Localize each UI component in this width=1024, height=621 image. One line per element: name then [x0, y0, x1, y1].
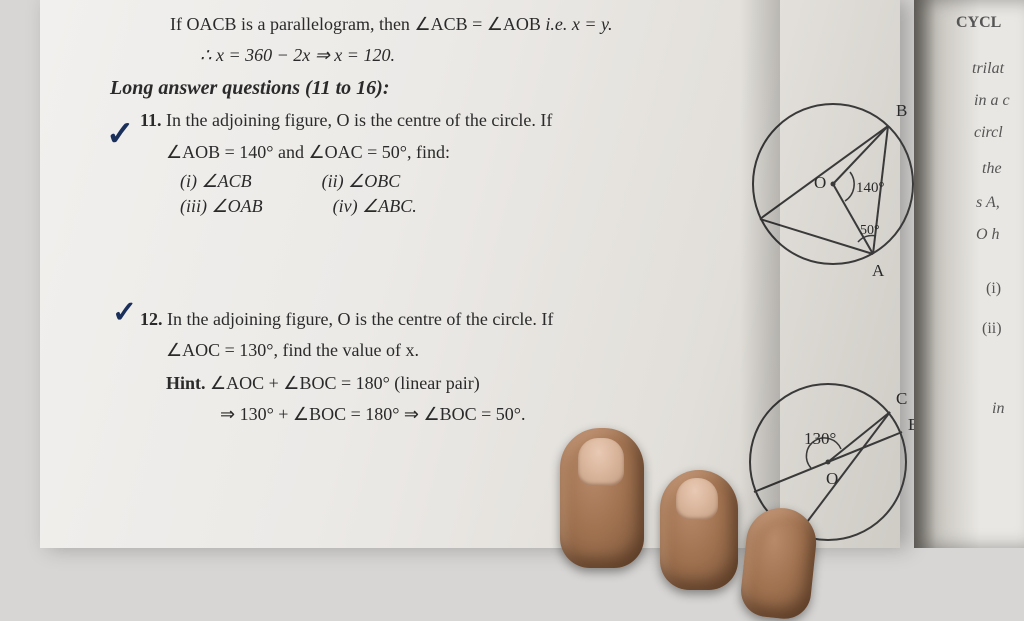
fig1-label-140: 140° [856, 180, 885, 196]
intro-text-1c: i.e. x = y. [545, 14, 612, 34]
intro-text-1b: ∠ACB = ∠AOB [414, 14, 540, 34]
fig2-label-C: C [896, 389, 907, 408]
q12-text-b: ∠AOC = 130°, find the value of x. [166, 340, 419, 360]
edge-text-8: (i) [986, 280, 1001, 298]
hint-label: Hint. [166, 373, 206, 393]
tick-icon-2: ✓ [112, 295, 137, 330]
q11-number: 11. [140, 110, 162, 130]
edge-text-5: the [982, 160, 1002, 178]
q11-opt-i: (i) ∠ACB [180, 171, 252, 192]
page: If OACB is a parallelogram, then ∠ACB = … [40, 0, 900, 548]
edge-text-3: in a c [974, 92, 1010, 110]
q11-text-b: ∠AOB = 140° and ∠OAC = 50°, find: [166, 142, 450, 162]
tick-icon: ✓ [106, 114, 135, 154]
q12-number: 12. [140, 309, 163, 329]
intro-text-2: ∴ x = 360 − 2x ⇒ x = 120. [200, 45, 395, 65]
next-page-edge: CYCL trilat in a c circl the s A, O h (i… [914, 0, 1024, 548]
fig1-label-B: B [896, 101, 907, 120]
q12-text-a: In the adjoining figure, O is the centre… [167, 309, 553, 329]
q11-opt-iii: (iii) ∠OAB [180, 196, 263, 217]
edge-text-7: O h [976, 226, 1000, 244]
fig2-label-ang: 130° [804, 429, 836, 448]
edge-text-10: in [992, 400, 1004, 418]
fig2-label-O: O [826, 469, 838, 488]
q11-text-a: In the adjoining figure, O is the centre… [166, 110, 552, 130]
edge-text-9: (ii) [982, 320, 1002, 338]
edge-text-6: s A, [976, 194, 1000, 212]
edge-text-2: trilat [972, 60, 1004, 78]
circle-diagram-1: B O A 140° 50° [738, 74, 928, 284]
intro-line-1: If OACB is a parallelogram, then ∠ACB = … [110, 12, 880, 37]
fig1-label-A: A [872, 261, 885, 280]
q12-hint-text-2: ⇒ 130° + ∠BOC = 180° ⇒ ∠BOC = 50°. [220, 404, 526, 424]
fig1-label-O: O [814, 173, 826, 192]
thumb [560, 428, 644, 568]
figure-q11: B O A 140° 50° [738, 74, 928, 284]
intro-text-1a: If OACB is a parallelogram, then [170, 14, 414, 34]
q12-hint-text-1: ∠AOC + ∠BOC = 180° (linear pair) [210, 373, 480, 393]
edge-text-1: CYCL [956, 14, 1001, 32]
index-finger [660, 470, 738, 590]
q11-opt-iv: (iv) ∠ABC. [333, 196, 417, 217]
fig1-label-50: 50° [860, 223, 880, 238]
q12-line-1: 12. In the adjoining figure, O is the ce… [110, 307, 880, 332]
q11-opt-ii: (ii) ∠OBC [322, 171, 401, 192]
edge-text-4: circl [974, 124, 1003, 142]
intro-line-2: ∴ x = 360 − 2x ⇒ x = 120. [110, 43, 880, 68]
